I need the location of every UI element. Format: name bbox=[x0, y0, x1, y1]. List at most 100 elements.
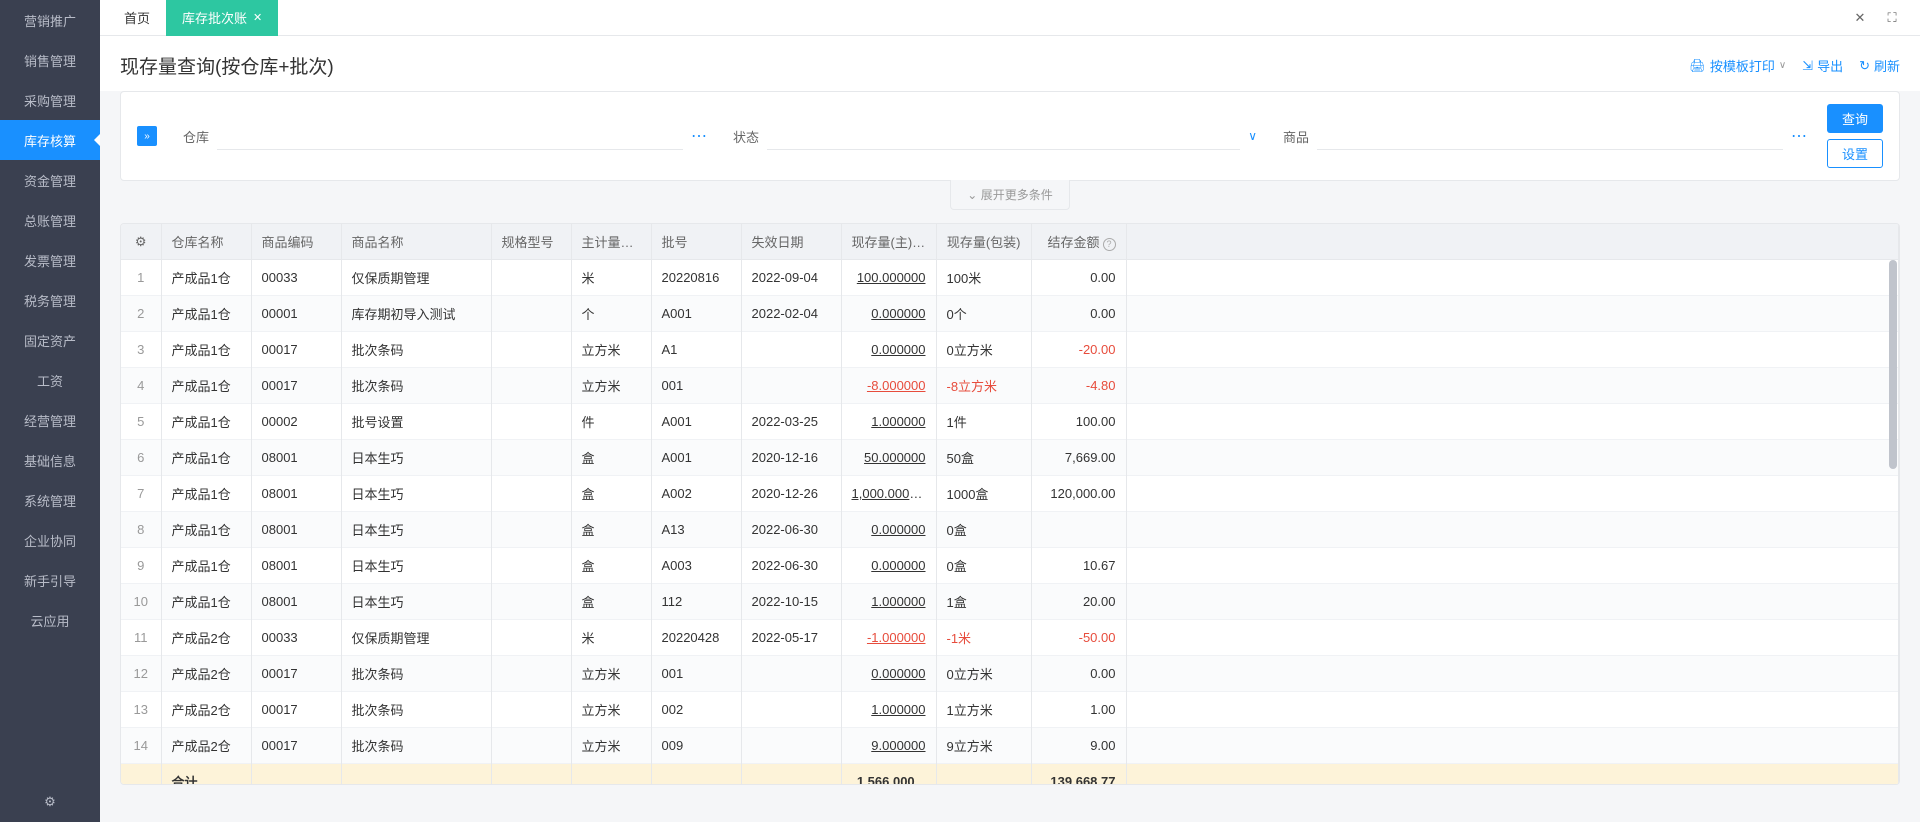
tab-bar: 首页库存批次账✕ ✕ ⛶ bbox=[100, 0, 1920, 36]
table-cell: 0.00 bbox=[1031, 656, 1126, 692]
table-row[interactable]: 3产成品1仓00017批次条码立方米A10.0000000立方米-20.00 bbox=[121, 332, 1899, 368]
table-cell: 日本生巧 bbox=[341, 512, 491, 548]
column-header-9[interactable]: 现存量(包装) bbox=[936, 224, 1031, 260]
table-cell: 0.000000 bbox=[841, 548, 936, 584]
table-cell: A1 bbox=[651, 332, 741, 368]
query-button[interactable]: 查询 bbox=[1827, 104, 1883, 133]
sidebar-settings[interactable]: ⚙ bbox=[0, 782, 100, 822]
export-icon: ⇲ bbox=[1802, 58, 1813, 74]
table-cell: 批次条码 bbox=[341, 656, 491, 692]
total-cell bbox=[251, 764, 341, 785]
table-row[interactable]: 10产成品1仓08001日本生巧盒1122022-10-151.0000001盒… bbox=[121, 584, 1899, 620]
export-button[interactable]: ⇲ 导出 bbox=[1802, 56, 1843, 75]
column-header-0[interactable]: ⚙ bbox=[121, 224, 161, 260]
table-row[interactable]: 9产成品1仓08001日本生巧盒A0032022-06-300.0000000盒… bbox=[121, 548, 1899, 584]
column-header-3[interactable]: 商品名称 bbox=[341, 224, 491, 260]
status-dropdown-icon[interactable]: ∨ bbox=[1248, 129, 1257, 143]
fullscreen-icon[interactable]: ⛶ bbox=[1880, 6, 1904, 30]
sidebar-item-3[interactable]: 库存核算 bbox=[0, 120, 100, 160]
sidebar-item-7[interactable]: 税务管理 bbox=[0, 280, 100, 320]
column-header-8[interactable]: 现存量(主)? bbox=[841, 224, 936, 260]
table-cell: 6 bbox=[121, 440, 161, 476]
sidebar-item-5[interactable]: 总账管理 bbox=[0, 200, 100, 240]
scrollbar-thumb[interactable] bbox=[1889, 260, 1897, 469]
sidebar-item-9[interactable]: 工资 bbox=[0, 360, 100, 400]
table-cell: 00033 bbox=[251, 260, 341, 296]
table-row[interactable]: 8产成品1仓08001日本生巧盒A132022-06-300.0000000盒 bbox=[121, 512, 1899, 548]
table-row[interactable]: 6产成品1仓08001日本生巧盒A0012020-12-1650.0000005… bbox=[121, 440, 1899, 476]
table-cell: 立方米 bbox=[571, 368, 651, 404]
sidebar-item-13[interactable]: 企业协同 bbox=[0, 520, 100, 560]
warehouse-more-icon[interactable]: ⋯ bbox=[691, 126, 707, 146]
close-icon[interactable]: ✕ bbox=[1848, 6, 1872, 30]
table-row[interactable]: 14产成品2仓00017批次条码立方米0099.0000009立方米9.00 bbox=[121, 728, 1899, 764]
sidebar-item-1[interactable]: 销售管理 bbox=[0, 40, 100, 80]
column-header-1[interactable]: 仓库名称 bbox=[161, 224, 251, 260]
sidebar-item-11[interactable]: 基础信息 bbox=[0, 440, 100, 480]
table-cell: 产成品2仓 bbox=[161, 620, 251, 656]
table-cell: -50.00 bbox=[1031, 620, 1126, 656]
chevron-down-icon: ∨ bbox=[1779, 60, 1786, 71]
table-cell bbox=[491, 404, 571, 440]
column-header-7[interactable]: 失效日期 bbox=[741, 224, 841, 260]
expand-filters-button[interactable]: ⌄ 展开更多条件 bbox=[950, 180, 1070, 210]
tab-close-icon[interactable]: ✕ bbox=[253, 11, 262, 24]
table-cell: 立方米 bbox=[571, 728, 651, 764]
sidebar-item-12[interactable]: 系统管理 bbox=[0, 480, 100, 520]
table-row[interactable]: 1产成品1仓00033仅保质期管理米202208162022-09-04100.… bbox=[121, 260, 1899, 296]
total-cell bbox=[651, 764, 741, 785]
table-cell: 2022-06-30 bbox=[741, 548, 841, 584]
table-row[interactable]: 4产成品1仓00017批次条码立方米001-8.000000-8立方米-4.80 bbox=[121, 368, 1899, 404]
table-cell: A003 bbox=[651, 548, 741, 584]
scrollbar-track[interactable] bbox=[1889, 260, 1897, 782]
product-input[interactable] bbox=[1317, 122, 1783, 150]
table-row[interactable]: 13产成品2仓00017批次条码立方米0021.0000001立方米1.00 bbox=[121, 692, 1899, 728]
table-cell: 米 bbox=[571, 620, 651, 656]
sidebar-item-2[interactable]: 采购管理 bbox=[0, 80, 100, 120]
table-cell: 库存期初导入测试 bbox=[341, 296, 491, 332]
warehouse-input[interactable] bbox=[217, 122, 683, 150]
status-input[interactable] bbox=[767, 122, 1240, 150]
total-cell bbox=[936, 764, 1031, 785]
sidebar-item-8[interactable]: 固定资产 bbox=[0, 320, 100, 360]
sidebar-item-10[interactable]: 经营管理 bbox=[0, 400, 100, 440]
table-cell: 00017 bbox=[251, 656, 341, 692]
table-cell: 00017 bbox=[251, 368, 341, 404]
table-cell: -8立方米 bbox=[936, 368, 1031, 404]
sidebar-item-15[interactable]: 云应用 bbox=[0, 600, 100, 640]
column-header-2[interactable]: 商品编码 bbox=[251, 224, 341, 260]
product-more-icon[interactable]: ⋯ bbox=[1791, 126, 1807, 146]
column-header-4[interactable]: 规格型号 bbox=[491, 224, 571, 260]
table-row[interactable]: 7产成品1仓08001日本生巧盒A0022020-12-261,000.0000… bbox=[121, 476, 1899, 512]
table-cell: 9立方米 bbox=[936, 728, 1031, 764]
sidebar-item-6[interactable]: 发票管理 bbox=[0, 240, 100, 280]
table-cell: 产成品2仓 bbox=[161, 692, 251, 728]
sidebar-item-4[interactable]: 资金管理 bbox=[0, 160, 100, 200]
sidebar-item-14[interactable]: 新手引导 bbox=[0, 560, 100, 600]
table-cell: 00001 bbox=[251, 296, 341, 332]
settings-button[interactable]: 设置 bbox=[1827, 139, 1883, 168]
refresh-button[interactable]: ↻ 刷新 bbox=[1859, 56, 1900, 75]
table-cell: 批号设置 bbox=[341, 404, 491, 440]
table-row[interactable]: 5产成品1仓00002批号设置件A0012022-03-251.0000001件… bbox=[121, 404, 1899, 440]
table-cell: 盒 bbox=[571, 476, 651, 512]
table-cell: 仅保质期管理 bbox=[341, 620, 491, 656]
tab-0[interactable]: 首页 bbox=[108, 0, 166, 36]
column-header-5[interactable]: 主计量单位 bbox=[571, 224, 651, 260]
table-cell: 立方米 bbox=[571, 656, 651, 692]
column-header-10[interactable]: 结存金额? bbox=[1031, 224, 1126, 260]
info-icon[interactable]: ? bbox=[1103, 238, 1116, 251]
tab-label: 首页 bbox=[124, 8, 150, 27]
table-row[interactable]: 12产成品2仓00017批次条码立方米0010.0000000立方米0.00 bbox=[121, 656, 1899, 692]
collapse-toggle[interactable]: » bbox=[137, 126, 157, 146]
info-icon[interactable]: ? bbox=[915, 238, 928, 251]
column-header-6[interactable]: 批号 bbox=[651, 224, 741, 260]
sidebar-item-0[interactable]: 营销推广 bbox=[0, 0, 100, 40]
total-cell: 合计 bbox=[161, 764, 251, 785]
table-row[interactable]: 2产成品1仓00001库存期初导入测试个A0012022-02-040.0000… bbox=[121, 296, 1899, 332]
tab-1[interactable]: 库存批次账✕ bbox=[166, 0, 278, 36]
table-cell: 08001 bbox=[251, 584, 341, 620]
print-template-button[interactable]: 🖨 按模板打印 ∨ bbox=[1689, 56, 1786, 75]
table-row[interactable]: 11产成品2仓00033仅保质期管理米202204282022-05-17-1.… bbox=[121, 620, 1899, 656]
table-cell: 批次条码 bbox=[341, 692, 491, 728]
